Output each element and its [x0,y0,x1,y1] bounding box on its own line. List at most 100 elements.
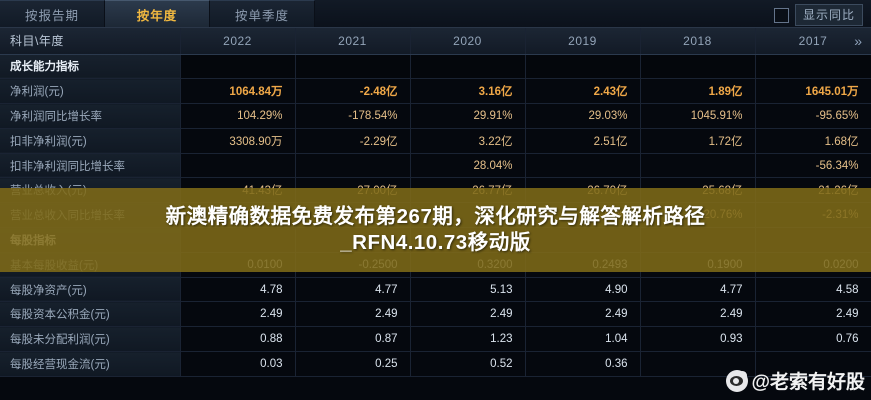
financial-table-container[interactable]: 科目\年度 2022 2021 2020 2019 2018 2017 » 成长… [0,28,871,400]
cell-value [640,153,756,179]
cell-value: 4.90 [525,277,641,303]
cell-value: 0.03 [180,351,296,377]
cell-value: 25.68亿 [640,177,756,204]
cell-value: 0.36 [525,351,641,377]
column-header-2019[interactable]: 2019 [525,28,641,55]
tab-by-report-period[interactable]: 按报告期 [0,0,105,27]
cell-value [410,54,526,80]
row-label: 每股未分配利润(元) [0,326,181,353]
cell-value [525,153,641,179]
cell-value [295,227,411,253]
tab-by-year[interactable]: 按年度 [105,0,210,27]
table-body: 成长能力指标 净利润(元) 1064.84万 -2.48亿 3.16亿 2.43亿 1.89… [0,54,871,377]
row-label: 每股指标 [0,227,181,253]
cell-value [755,351,871,377]
cell-value: 3308.90万 [180,128,296,154]
cell-value [755,227,871,253]
row-label: 营业总收入同比增长率 [0,202,181,229]
chevron-double-right-icon[interactable]: » [854,32,863,49]
cell-value: 21.26亿 [755,177,871,204]
cell-value: 26.70亿 [525,177,641,204]
cell-value: 41.43亿 [180,177,296,204]
table-row: 营业总收入(元) 41.43亿 27.00亿 26.77亿 26.70亿 25.68亿 21… [0,177,871,204]
column-header-label: 2017 [798,33,828,48]
cell-value [295,54,411,80]
cell-value: 0.52 [410,351,526,377]
cell-value [295,153,411,179]
table-row: 每股净资产(元) 4.78 4.77 5.13 4.90 4.77 4.58 [0,277,871,303]
cell-value [295,202,411,229]
cell-value: 2.49 [295,301,411,328]
cell-value: -178.54% [295,103,411,129]
cell-value: 2.43亿 [525,78,641,105]
cell-value: 0.0100 [180,252,296,278]
row-label: 扣非净利润(元) [0,128,181,154]
financial-table: 科目\年度 2022 2021 2020 2019 2018 2017 » 成长… [0,28,871,377]
cell-value: 4.77 [295,277,411,303]
cell-value: 3.22亿 [410,128,526,154]
cell-value [180,153,296,179]
show-yoy-checkbox[interactable] [773,7,789,23]
cell-value: 1.23 [410,326,526,353]
cell-value: 4.77 [640,277,756,303]
column-header-2017[interactable]: 2017 » [755,28,871,55]
row-label: 扣非净利润同比增长率 [0,153,181,179]
column-header-2022[interactable]: 2022 [180,28,296,55]
cell-value: 0.2493 [525,252,641,278]
cell-value: 29.03% [525,103,641,129]
cell-value: 2.51亿 [525,128,641,154]
cell-value: 4.78 [180,277,296,303]
cell-value: 3.16亿 [410,78,526,105]
tab-by-quarter[interactable]: 按单季度 [210,0,315,27]
cell-value: 29.91% [410,103,526,129]
cell-value: 1.89亿 [640,78,756,105]
cell-value: 2.49 [640,301,756,328]
cell-value: 0.0200 [755,252,871,278]
cell-value [640,227,756,253]
cell-value: 20.76% [640,202,756,229]
cell-value: -56.34% [755,153,871,179]
cell-value: 1.68亿 [755,128,871,154]
cell-value: 2.49 [755,301,871,328]
cell-value: -2.29亿 [295,128,411,154]
cell-value: 0.88 [180,326,296,353]
table-row: 净利润同比增长率 104.29% -178.54% 29.91% 29.03% 1045.… [0,103,871,129]
cell-value: 0.87 [295,326,411,353]
cell-value: 1.04 [525,326,641,353]
cell-value: 4.58 [755,277,871,303]
table-row: 每股资本公积金(元) 2.49 2.49 2.49 2.49 2.49 2.49 [0,301,871,328]
row-label: 营业总收入(元) [0,177,181,204]
table-row: 扣非净利润同比增长率 28.04% -56.34% [0,153,871,179]
table-row: 每股经营现金流(元) 0.03 0.25 0.52 0.36 [0,351,871,377]
cell-value: 26.77亿 [410,177,526,204]
table-row: 每股指标 [0,227,871,253]
table-row: 净利润(元) 1064.84万 -2.48亿 3.16亿 2.43亿 1.89亿 1645.… [0,78,871,105]
row-label: 每股经营现金流(元) [0,351,181,377]
table-header: 科目\年度 2022 2021 2020 2019 2018 2017 » [0,28,871,55]
header-row: 科目\年度 2022 2021 2020 2019 2018 2017 » [0,28,871,55]
column-header-2020[interactable]: 2020 [410,28,526,55]
cell-value [410,227,526,253]
tab-label: 按年度 [136,8,178,23]
cell-value [180,54,296,80]
tab-label: 按报告期 [24,8,79,23]
column-header-2018[interactable]: 2018 [640,28,756,55]
cell-value: 53.46% [180,202,296,229]
cell-value: 104.29% [180,103,296,129]
column-header-2021[interactable]: 2021 [295,28,411,55]
cell-value: 2.49 [410,301,526,328]
row-label: 每股资本公积金(元) [0,301,181,328]
cell-value [640,54,756,80]
row-label: 成长能力指标 [0,54,181,80]
cell-value [410,202,526,229]
row-label: 每股净资产(元) [0,277,181,303]
cell-value: 2.49 [180,301,296,328]
table-row: 成长能力指标 [0,54,871,80]
cell-value: 4.00% [525,202,641,229]
table-row: 扣非净利润(元) 3308.90万 -2.29亿 3.22亿 2.51亿 1.72亿 1.6… [0,128,871,154]
cell-value: -2.31% [755,202,871,229]
show-yoy-label[interactable]: 显示同比 [794,4,863,26]
cell-value [180,227,296,253]
show-yoy-control[interactable]: 显示同比 [773,4,863,26]
